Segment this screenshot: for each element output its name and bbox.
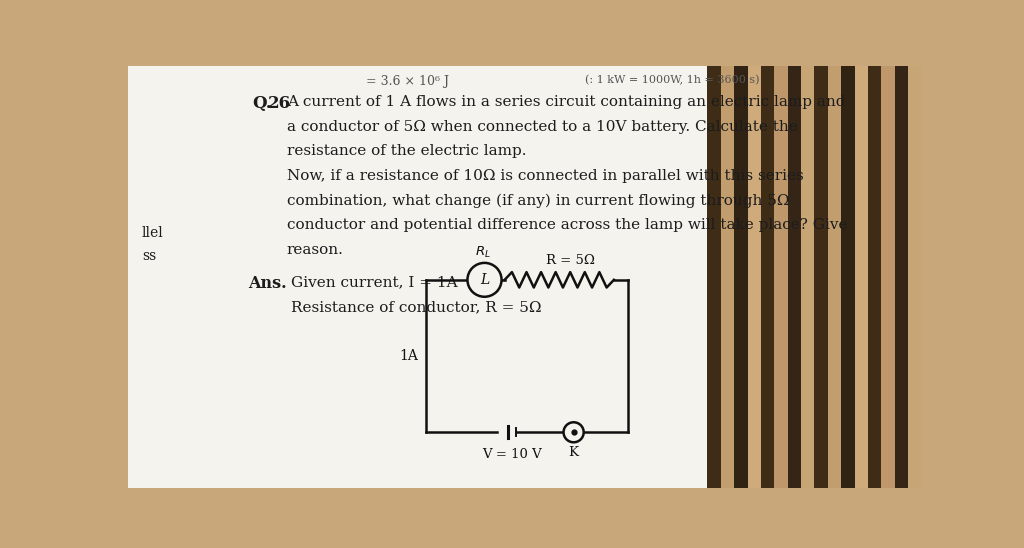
Circle shape bbox=[563, 423, 584, 442]
Bar bbox=[128, 66, 708, 488]
Bar bbox=[908, 66, 922, 488]
Bar bbox=[868, 66, 882, 488]
Text: 26: 26 bbox=[267, 95, 291, 112]
Bar bbox=[827, 66, 842, 488]
Bar bbox=[708, 66, 721, 488]
Text: A current of 1 A flows in a series circuit containing an electric lamp and: A current of 1 A flows in a series circu… bbox=[287, 95, 846, 109]
Text: Resistance of conductor, R = 5Ω: Resistance of conductor, R = 5Ω bbox=[291, 300, 542, 314]
Text: Q.: Q. bbox=[252, 95, 271, 112]
Bar bbox=[774, 66, 787, 488]
Text: ss: ss bbox=[142, 249, 157, 263]
Text: combination, what change (if any) in current flowing through 5Ω: combination, what change (if any) in cur… bbox=[287, 193, 790, 208]
Bar bbox=[814, 66, 827, 488]
Bar bbox=[761, 66, 774, 488]
Text: R = 5Ω: R = 5Ω bbox=[547, 254, 595, 267]
Bar bbox=[787, 66, 801, 488]
Bar bbox=[734, 66, 748, 488]
Text: $R_L$: $R_L$ bbox=[475, 245, 490, 260]
Bar bbox=[748, 66, 761, 488]
Text: resistance of the electric lamp.: resistance of the electric lamp. bbox=[287, 144, 526, 158]
Text: (: 1 kW = 1000W, 1h = 3600 s): (: 1 kW = 1000W, 1h = 3600 s) bbox=[586, 75, 760, 85]
Text: conductor and potential difference across the lamp will take place? Give: conductor and potential difference acros… bbox=[287, 218, 848, 232]
Text: Given current, I = 1A: Given current, I = 1A bbox=[291, 275, 458, 289]
Bar bbox=[721, 66, 734, 488]
Bar bbox=[842, 66, 855, 488]
Bar bbox=[801, 66, 814, 488]
Text: a conductor of 5Ω when connected to a 10V battery. Calculate the: a conductor of 5Ω when connected to a 10… bbox=[287, 119, 798, 134]
Bar bbox=[895, 66, 908, 488]
Circle shape bbox=[467, 263, 502, 297]
Text: llel: llel bbox=[142, 226, 164, 240]
Bar bbox=[708, 66, 922, 488]
Text: 1A: 1A bbox=[399, 349, 419, 363]
Text: K: K bbox=[568, 446, 579, 459]
Bar bbox=[882, 66, 895, 488]
Text: = 3.6 × 10⁶ J: = 3.6 × 10⁶ J bbox=[366, 75, 449, 88]
Text: Now, if a resistance of 10Ω is connected in parallel with this series: Now, if a resistance of 10Ω is connected… bbox=[287, 169, 804, 183]
Text: Ans.: Ans. bbox=[248, 275, 287, 292]
Bar bbox=[855, 66, 868, 488]
Text: V = 10 V: V = 10 V bbox=[481, 448, 542, 461]
Text: reason.: reason. bbox=[287, 243, 344, 257]
Text: L: L bbox=[480, 273, 489, 287]
